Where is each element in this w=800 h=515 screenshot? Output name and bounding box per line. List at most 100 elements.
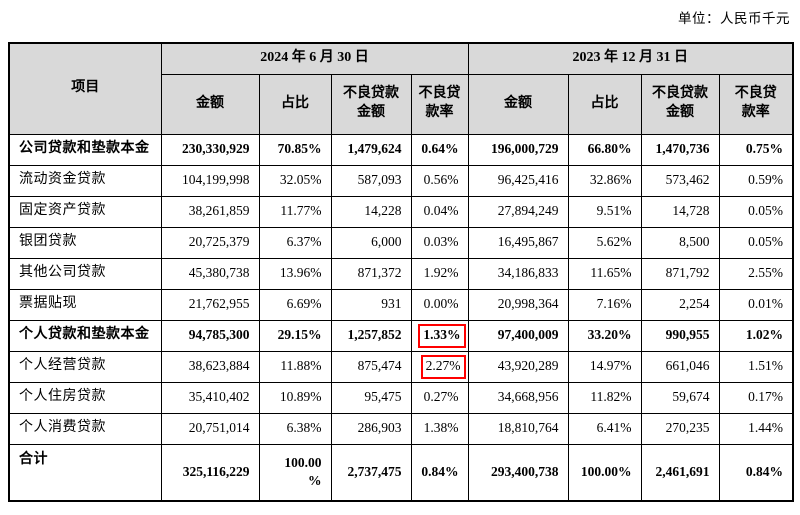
table-row: 合计 325,116,229 100.00 % 2,737,475 0.84% 293,4… [8,443,794,502]
column-header-npl-ratio-2024: 不良贷 款率 [410,73,469,135]
row-label: 个人贷款和垫款本金 [8,319,162,352]
cell-value: 1,470,736 [640,133,720,166]
table-header: 项目 2024 年 6 月 30 日 2023 年 12 月 31 日 金额 占… [8,42,794,135]
highlight-box: 1.33% [418,324,466,348]
unit-label: 单位：人民币千元 [678,11,790,26]
row-label: 个人经营贷款 [8,350,162,383]
row-label: 个人消费贷款 [8,412,162,445]
cell-value: 11.65% [567,257,642,290]
cell-value: 16,495,867 [467,226,569,259]
cell-value: 9.51% [567,195,642,228]
table-row: 银团贷款 20,725,379 6.37% 6,000 0.03% 16,495,867 5… [8,226,794,259]
cell-value: 100.00 % [258,443,332,502]
cell-value: 230,330,929 [160,133,260,166]
cell-value: 2,737,475 [330,443,412,502]
cell-value: 6,000 [330,226,412,259]
row-label: 个人住房贷款 [8,381,162,414]
table-row: 个人住房贷款 35,410,402 10.89% 95,475 0.27% 34,668,… [8,381,794,414]
cell-value: 14,228 [330,195,412,228]
cell-value: 14,728 [640,195,720,228]
cell-value: 95,475 [330,381,412,414]
cell-value: 0.05% [718,226,794,259]
column-header-npl-amount-2023: 不良贷款 金额 [640,73,720,135]
cell-value: 33.20% [567,319,642,352]
cell-value: 2,461,691 [640,443,720,502]
cell-value: 10.89% [258,381,332,414]
table-row: 流动资金贷款 104,199,998 32.05% 587,093 0.56% 96,42… [8,164,794,197]
row-label: 合计 [8,443,162,502]
cell-value: 32.86% [567,164,642,197]
cell-value: 0.64% [410,133,469,166]
cell-value: 990,955 [640,319,720,352]
column-header-item: 项目 [8,42,162,135]
cell-value: 27,894,249 [467,195,569,228]
cell-value: 325,116,229 [160,443,260,502]
row-label: 票据贴现 [8,288,162,321]
cell-value: 6.69% [258,288,332,321]
cell-value: 104,199,998 [160,164,260,197]
table-row: 个人消费贷款 20,751,014 6.38% 286,903 1.38% 18,810,… [8,412,794,445]
cell-value: 20,751,014 [160,412,260,445]
cell-value: 1.44% [718,412,794,445]
column-header-amount-2023: 金额 [467,73,569,135]
table-row: 个人贷款和垫款本金 94,785,300 29.15% 1,257,852 1.33% 9… [8,319,794,352]
cell-value: 1.02% [718,319,794,352]
cell-value: 661,046 [640,350,720,383]
cell-value: 21,762,955 [160,288,260,321]
table-row: 票据贴现 21,762,955 6.69% 931 0.00% 20,998,364 7.1… [8,288,794,321]
cell-value: 0.59% [718,164,794,197]
table-row: 个人经营贷款 38,623,884 11.88% 875,474 2.27% 43,920… [8,350,794,383]
cell-value: 587,093 [330,164,412,197]
cell-value: 8,500 [640,226,720,259]
table-row: 其他公司贷款 45,380,738 13.96% 871,372 1.92% 34,186… [8,257,794,290]
cell-value: 34,186,833 [467,257,569,290]
header-group-row: 项目 2024 年 6 月 30 日 2023 年 12 月 31 日 [8,42,794,135]
header-sub-row: 金额 占比 不良贷款 金额 不良贷 款率 金额 占比 不良贷款 金额 不良贷 款… [9,73,794,135]
cell-value: 38,261,859 [160,195,260,228]
cell-value: 1.33% [410,319,469,352]
loan-breakdown-table: 项目 2024 年 6 月 30 日 2023 年 12 月 31 日 金额 占… [8,42,794,502]
cell-value: 18,810,764 [467,412,569,445]
column-header-npl-amount-2024: 不良贷款 金额 [330,73,412,135]
cell-value: 0.01% [718,288,794,321]
cell-value: 7.16% [567,288,642,321]
column-header-amount-2024: 金额 [160,73,260,135]
cell-value: 875,474 [330,350,412,383]
cell-value: 1.38% [410,412,469,445]
cell-value: 97,400,009 [467,319,569,352]
cell-value: 14.97% [567,350,642,383]
cell-value: 6.37% [258,226,332,259]
row-label: 公司贷款和垫款本金 [8,133,162,166]
cell-value: 270,235 [640,412,720,445]
cell-value: 871,372 [330,257,412,290]
cell-value: 43,920,289 [467,350,569,383]
cell-value: 35,410,402 [160,381,260,414]
row-label: 固定资产贷款 [8,195,162,228]
cell-value: 0.27% [410,381,469,414]
table-body: 公司贷款和垫款本金 230,330,929 70.85% 1,479,624 0.64%… [8,133,794,502]
cell-value: 5.62% [567,226,642,259]
row-label: 流动资金贷款 [8,164,162,197]
column-header-share-2023: 占比 [567,73,642,135]
column-header-share-2024: 占比 [258,73,332,135]
row-label: 其他公司贷款 [8,257,162,290]
cell-value: 871,792 [640,257,720,290]
cell-value: 94,785,300 [160,319,260,352]
cell-value: 0.17% [718,381,794,414]
cell-value: 1,479,624 [330,133,412,166]
cell-value: 38,623,884 [160,350,260,383]
cell-value: 11.82% [567,381,642,414]
cell-value: 0.05% [718,195,794,228]
cell-value: 6.38% [258,412,332,445]
cell-value: 0.84% [718,443,794,502]
cell-value: 20,998,364 [467,288,569,321]
row-label: 银团贷款 [8,226,162,259]
cell-value: 931 [330,288,412,321]
cell-value: 59,674 [640,381,720,414]
cell-value: 32.05% [258,164,332,197]
cell-value: 11.88% [258,350,332,383]
cell-value: 0.75% [718,133,794,166]
column-group-2023: 2023 年 12 月 31 日 [467,42,794,75]
cell-value: 1,257,852 [330,319,412,352]
cell-value: 1.51% [718,350,794,383]
